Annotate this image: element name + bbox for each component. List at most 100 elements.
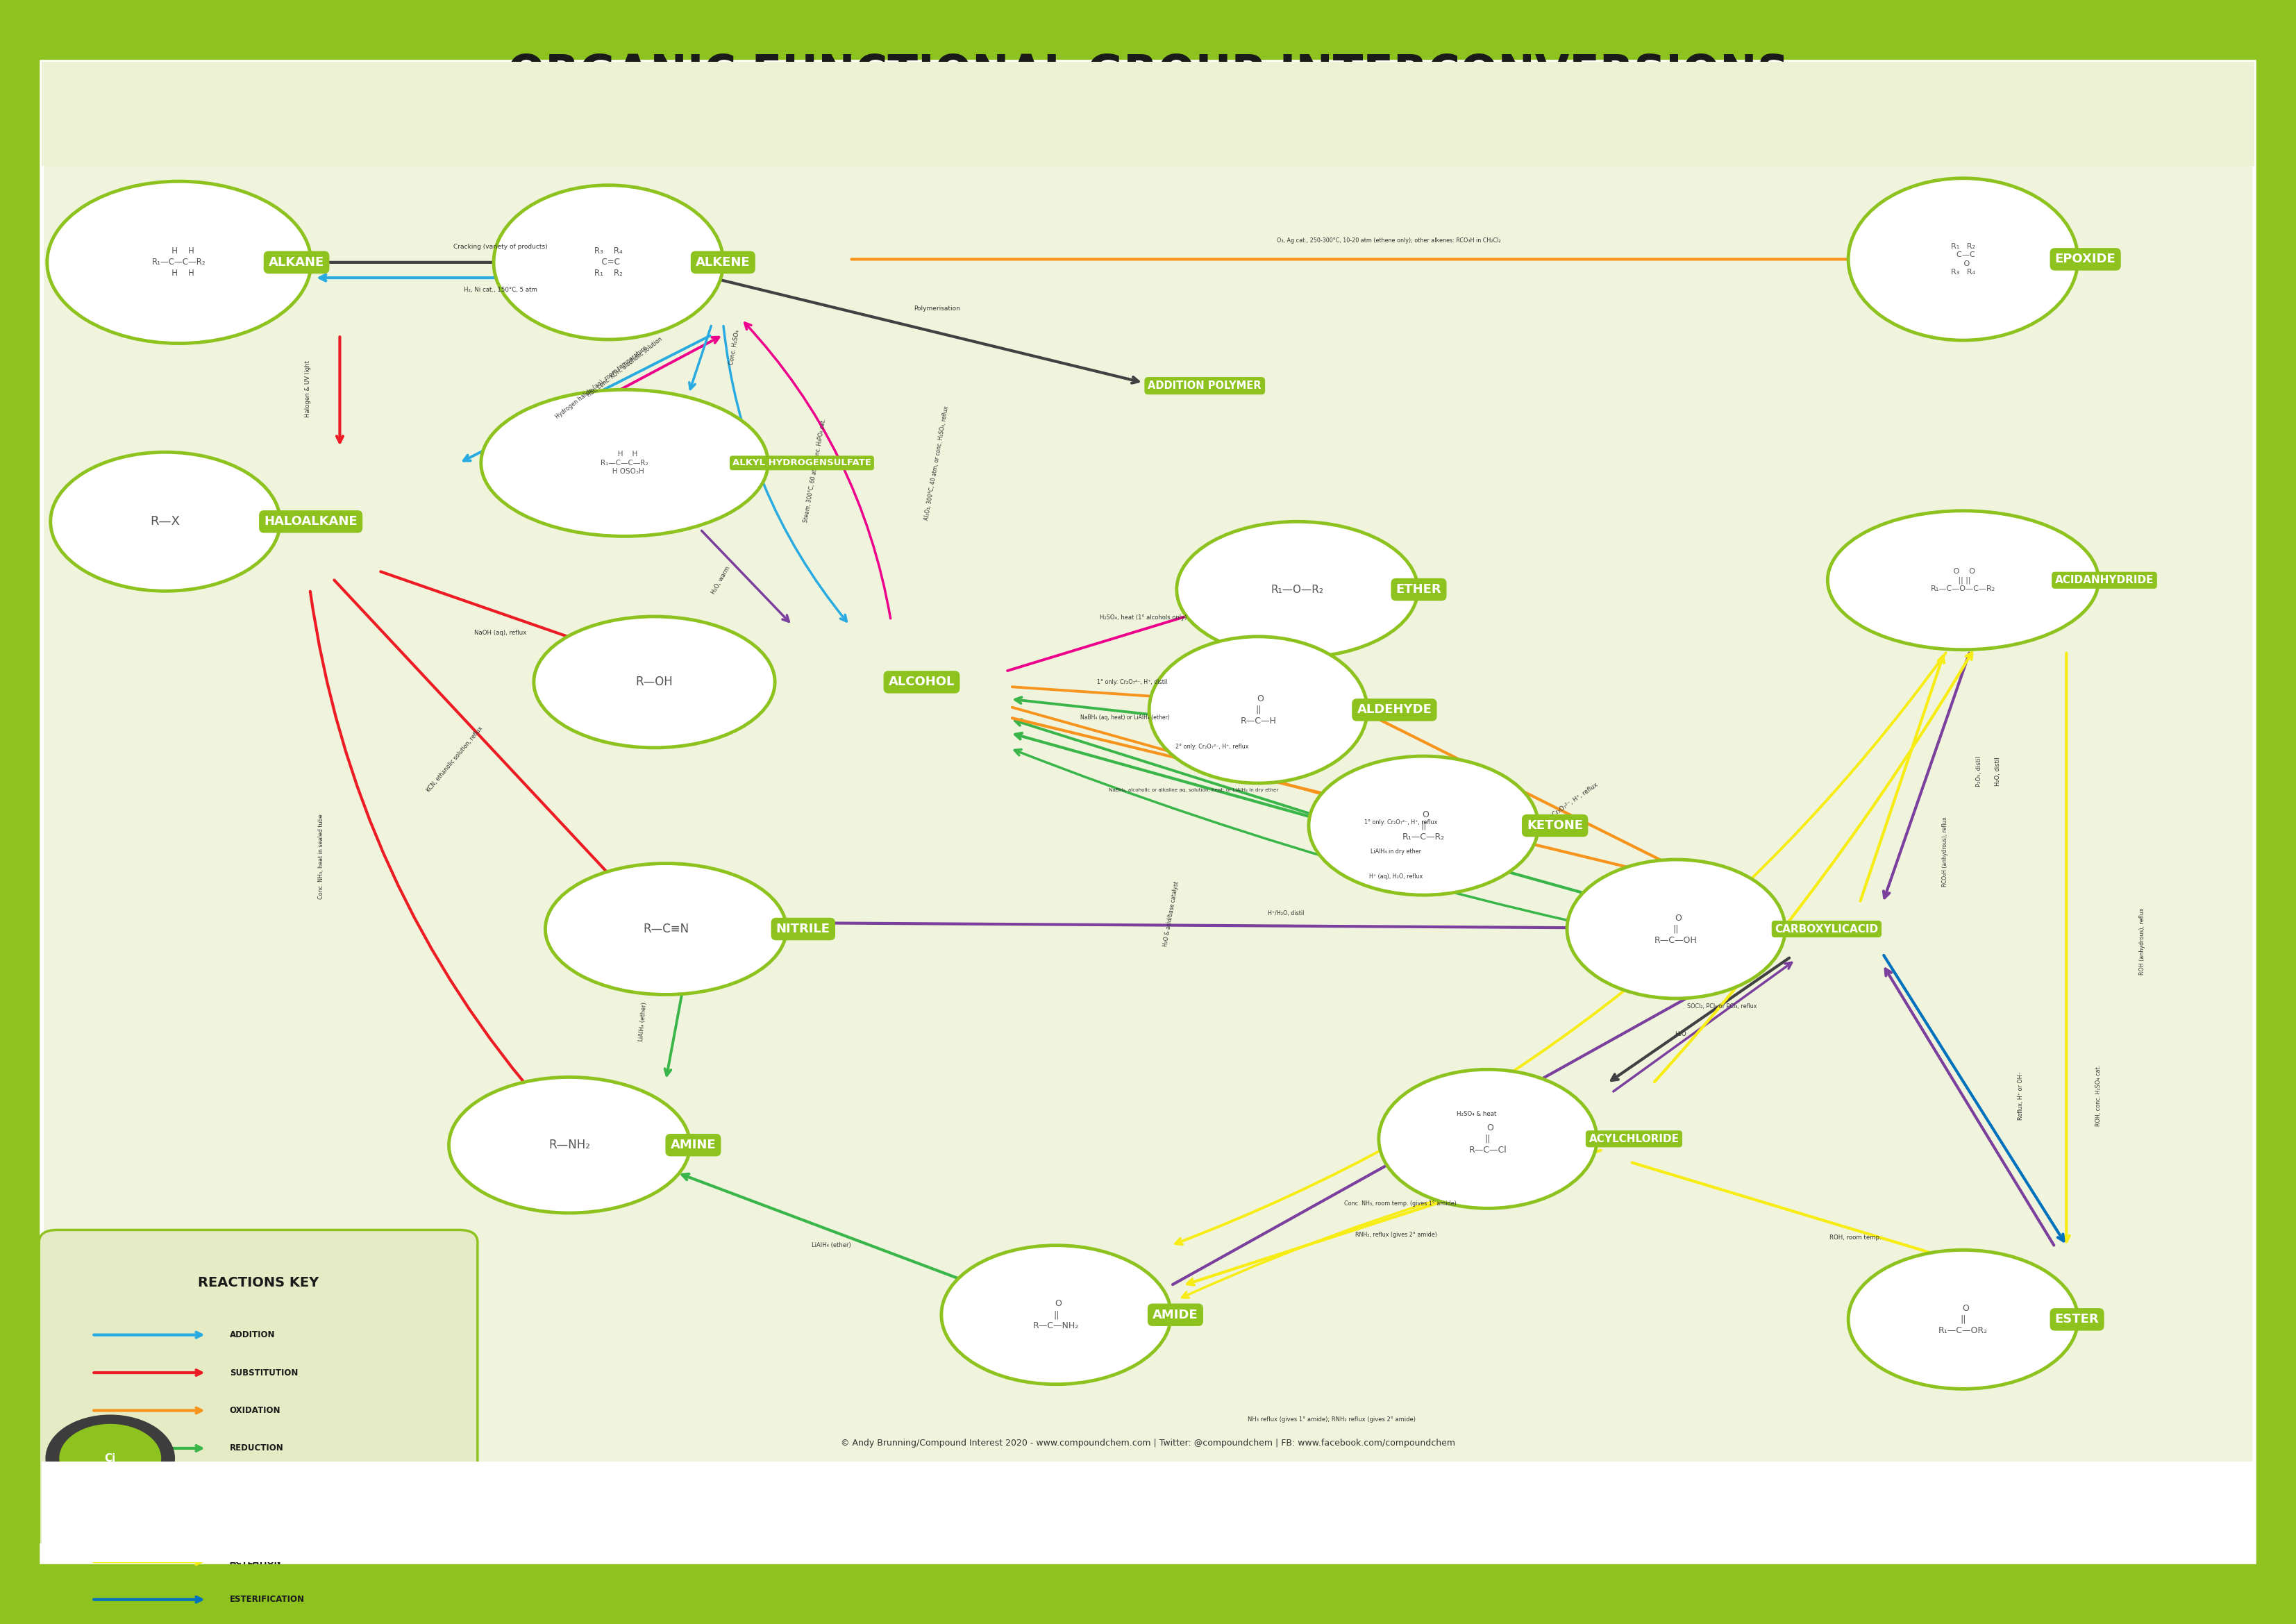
Text: ACYLCHLORIDE: ACYLCHLORIDE [1589, 1134, 1678, 1143]
Ellipse shape [1176, 521, 1417, 658]
Text: AMINE: AMINE [670, 1138, 716, 1151]
Text: O
||
R₁—C—R₂: O || R₁—C—R₂ [1403, 810, 1444, 841]
Text: 2° only: Cr₂O₇²⁻, H⁺, reflux: 2° only: Cr₂O₇²⁻, H⁺, reflux [1176, 744, 1249, 750]
Text: H₂O & acid/base catalyst: H₂O & acid/base catalyst [1162, 880, 1180, 947]
Text: Polymerisation: Polymerisation [914, 305, 960, 312]
Text: O    O
 || ||
R₁—C—O—C—R₂: O O || || R₁—C—O—C—R₂ [1931, 568, 1995, 593]
Text: Cracking (variety of products): Cracking (variety of products) [452, 244, 549, 250]
Text: NaBH₄ (aq, heat) or LiAlH₄ (ether): NaBH₄ (aq, heat) or LiAlH₄ (ether) [1081, 715, 1169, 721]
Ellipse shape [941, 1246, 1171, 1384]
Text: R—OH: R—OH [636, 676, 673, 689]
Text: Conc. NH₃, heat in sealed tube: Conc. NH₃, heat in sealed tube [319, 814, 324, 900]
Text: NaOH (aq), reflux: NaOH (aq), reflux [475, 630, 526, 637]
Text: KETONE: KETONE [1527, 820, 1582, 831]
Text: O
||
R—C—OH: O || R—C—OH [1655, 913, 1697, 945]
Text: HYDROLYSIS: HYDROLYSIS [230, 1520, 287, 1528]
Text: Cr₂O₇²⁻, H⁺, reflux: Cr₂O₇²⁻, H⁺, reflux [1552, 781, 1598, 817]
Text: H₂O: H₂O [1674, 1031, 1688, 1038]
Text: ROH (anhydrous), reflux: ROH (anhydrous), reflux [2140, 908, 2144, 974]
Text: CARBOXYLICACID: CARBOXYLICACID [1775, 924, 1878, 934]
Text: Reflux, H⁺ or OH⁻: Reflux, H⁺ or OH⁻ [2018, 1072, 2023, 1121]
Ellipse shape [1828, 512, 2099, 650]
Text: AMIDE: AMIDE [1153, 1309, 1199, 1320]
Ellipse shape [448, 1077, 689, 1213]
Text: H⁺/H₂O, distil: H⁺/H₂O, distil [1267, 911, 1304, 916]
Text: REDUCTION: REDUCTION [230, 1444, 285, 1453]
Text: This graphic is shared under a Creative Commons Attribution-NonCommercial-NoDeri: This graphic is shared under a Creative … [946, 1466, 1350, 1473]
Text: ACIDANHYDRIDE: ACIDANHYDRIDE [2055, 575, 2154, 586]
Text: ALKENE: ALKENE [696, 257, 751, 268]
Text: O
||
R₁—C—OR₂: O || R₁—C—OR₂ [1938, 1304, 1988, 1335]
Text: ADDITION: ADDITION [230, 1330, 276, 1340]
Text: H₂O, warm: H₂O, warm [709, 565, 732, 596]
Text: REACTIONS KEY: REACTIONS KEY [197, 1276, 319, 1289]
Text: LiAlH₄ (ether): LiAlH₄ (ether) [810, 1242, 852, 1249]
FancyBboxPatch shape [39, 1229, 478, 1624]
Circle shape [60, 1424, 161, 1492]
Text: HALOALKANE: HALOALKANE [264, 515, 358, 528]
Text: ROH, room temp.: ROH, room temp. [1830, 1234, 1880, 1241]
Text: H⁺ (aq), H₂O, reflux: H⁺ (aq), H₂O, reflux [1368, 874, 1424, 880]
Text: ETHER: ETHER [1396, 583, 1442, 596]
Text: H    H
R₁—C—C—R₂
   H    H: H H R₁—C—C—R₂ H H [152, 247, 207, 278]
Text: ESTERIFICATION: ESTERIFICATION [230, 1595, 305, 1605]
Text: O
||
R—C—H: O || R—C—H [1240, 693, 1277, 726]
Ellipse shape [1848, 179, 2078, 341]
Text: Hydrogen halide (aq), room temperature: Hydrogen halide (aq), room temperature [556, 344, 647, 421]
Text: H₂O, distil: H₂O, distil [1995, 757, 2000, 786]
Text: OXIDATION: OXIDATION [230, 1406, 280, 1415]
Text: Conc. NH₃, room temp. (gives 1° amide): Conc. NH₃, room temp. (gives 1° amide) [1345, 1200, 1456, 1207]
Text: LiAlH₄ (ether): LiAlH₄ (ether) [638, 1002, 647, 1041]
Text: © Andy Brunning/Compound Interest 2020 - www.compoundchem.com | Twitter: @compou: © Andy Brunning/Compound Interest 2020 -… [840, 1439, 1456, 1447]
Text: R₁—O—R₂: R₁—O—R₂ [1272, 585, 1322, 594]
Text: ACYLATION: ACYLATION [230, 1557, 282, 1566]
Text: O
||
R—C—Cl: O || R—C—Cl [1469, 1124, 1506, 1155]
Text: R—NH₂: R—NH₂ [549, 1138, 590, 1151]
Text: NH₃ reflux (gives 1° amide); RNH₂ reflux (gives 2° amide): NH₃ reflux (gives 1° amide); RNH₂ reflux… [1247, 1416, 1417, 1423]
Text: RNH₂, reflux (gives 2° amide): RNH₂, reflux (gives 2° amide) [1355, 1231, 1437, 1237]
Ellipse shape [1378, 1070, 1596, 1208]
Text: Halogen & UV light: Halogen & UV light [305, 361, 310, 417]
Text: ALKYL HYDROGENSULFATE: ALKYL HYDROGENSULFATE [732, 458, 870, 468]
Text: ALKANE: ALKANE [269, 257, 324, 268]
Text: LiAlH₄ in dry ether: LiAlH₄ in dry ether [1371, 849, 1421, 854]
Ellipse shape [1848, 1250, 2078, 1389]
Text: RCO₂H (anhydrous), reflux: RCO₂H (anhydrous), reflux [1942, 817, 1947, 887]
Text: R₁   R₂
  C—C
   O
R₃   R₄: R₁ R₂ C—C O R₃ R₄ [1952, 244, 1975, 276]
Text: SUBSTITUTION: SUBSTITUTION [230, 1367, 298, 1377]
Text: Steam, 300°C, 60 atm, conc. H₃PO₄ cat.: Steam, 300°C, 60 atm, conc. H₃PO₄ cat. [804, 419, 827, 523]
Text: 1° only: Cr₂O₇²⁻, H⁺, distil: 1° only: Cr₂O₇²⁻, H⁺, distil [1097, 679, 1166, 685]
Text: KCN, ethanolic solution, reflux: KCN, ethanolic solution, reflux [425, 726, 484, 793]
Text: O
||
R—C—NH₂: O || R—C—NH₂ [1033, 1299, 1079, 1330]
Text: Conc. H₂SO₄: Conc. H₂SO₄ [728, 330, 742, 365]
Ellipse shape [1566, 859, 1786, 999]
Text: EPOXIDE: EPOXIDE [2055, 253, 2117, 265]
Text: ROH, conc. H₂SO₄ cat.: ROH, conc. H₂SO₄ cat. [2096, 1065, 2101, 1127]
Text: ELIMINATION: ELIMINATION [230, 1481, 289, 1491]
Text: SOCl₂, PCl₅ or PCl₃, reflux: SOCl₂, PCl₅ or PCl₃, reflux [1688, 1004, 1756, 1009]
Text: ESTER: ESTER [2055, 1314, 2099, 1325]
Text: O₃, Ag cat., 250-300°C, 10-20 atm (ethene only); other alkenes: RCO₃H in CH₂Cl₂: O₃, Ag cat., 250-300°C, 10-20 atm (ethen… [1277, 237, 1502, 244]
Text: H₂SO₄, heat (1° alcohols only): H₂SO₄, heat (1° alcohols only) [1100, 614, 1187, 620]
Text: H    H
R₁—C—C—R₂
   H OSO₃H: H H R₁—C—C—R₂ H OSO₃H [602, 451, 647, 476]
Text: Hot, conc. KOH, alcoholic solution: Hot, conc. KOH, alcoholic solution [585, 336, 664, 398]
Text: H₂SO₄ & heat: H₂SO₄ & heat [1456, 1111, 1497, 1117]
Text: R₃    R₄
  C=C
R₁    R₂: R₃ R₄ C=C R₁ R₂ [595, 247, 622, 278]
Text: ORGANIC FUNCTIONAL GROUP INTERCONVERSIONS: ORGANIC FUNCTIONAL GROUP INTERCONVERSION… [507, 52, 1789, 96]
Ellipse shape [1148, 637, 1366, 783]
Ellipse shape [533, 617, 774, 747]
Text: ALCOHOL: ALCOHOL [889, 676, 955, 689]
Text: R—X: R—X [152, 515, 179, 528]
Text: R—C≡N: R—C≡N [643, 922, 689, 935]
Text: Al₂O₃, 300°C, 40 atm, or conc. H₂SO₄, reflux: Al₂O₃, 300°C, 40 atm, or conc. H₂SO₄, re… [923, 406, 951, 521]
Text: P₂O₅, distil: P₂O₅, distil [1977, 757, 1981, 786]
Text: NaBH₄, alcoholic or alkaline aq. solution, heat; or LiAlH₄ in dry ether: NaBH₄, alcoholic or alkaline aq. solutio… [1109, 788, 1279, 793]
Text: ADDITION POLYMER: ADDITION POLYMER [1148, 380, 1261, 391]
Ellipse shape [544, 864, 785, 994]
Ellipse shape [494, 185, 723, 339]
Text: H₂, Ni cat., 150°C, 5 atm: H₂, Ni cat., 150°C, 5 atm [464, 287, 537, 294]
Text: NITRILE: NITRILE [776, 922, 831, 935]
Text: Ci: Ci [106, 1453, 115, 1463]
Ellipse shape [1309, 757, 1538, 895]
Ellipse shape [480, 390, 767, 536]
